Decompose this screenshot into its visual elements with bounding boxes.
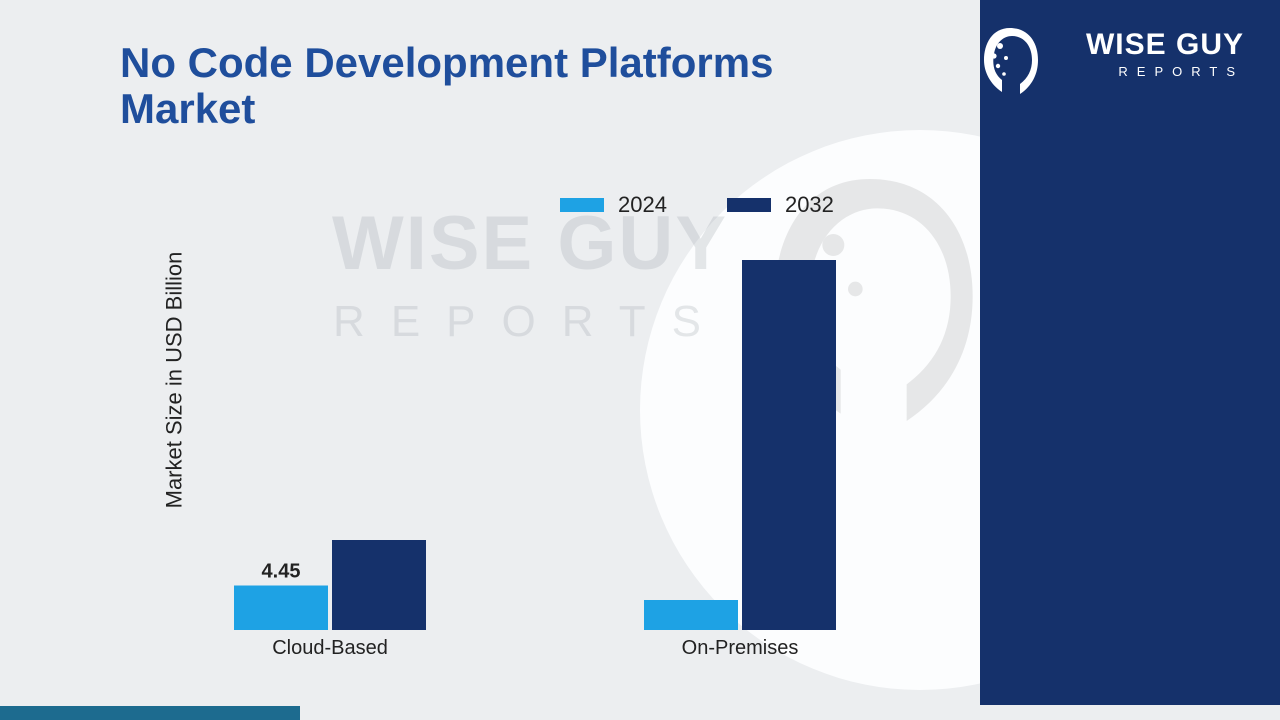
brand-line1: WISE GUY	[1086, 28, 1244, 61]
legend-swatch-2024	[560, 198, 604, 212]
right-panel	[980, 0, 1280, 705]
bar-chart: Cloud-Based On-Premises 4.45	[100, 220, 1000, 660]
bottom-bar	[0, 706, 300, 720]
brand-logo-text: WISE GUY REPORTS	[1086, 28, 1244, 79]
bar-On-Premises-2032	[742, 260, 836, 630]
category-label-1: On-Premises	[682, 637, 799, 659]
legend-item-2024: 2024	[560, 192, 667, 218]
category-label-0: Cloud-Based	[272, 637, 388, 659]
bar-Cloud-Based-2032	[332, 540, 426, 630]
bar-On-Premises-2024	[644, 600, 738, 630]
chart-title: No Code Development Platforms Market	[120, 40, 840, 132]
bar-Cloud-Based-2024	[234, 586, 328, 631]
legend-label-2024: 2024	[618, 192, 667, 218]
brand-line2: REPORTS	[1086, 64, 1244, 79]
value-label-0-0: 4.45	[262, 561, 301, 583]
brand-head-icon	[980, 26, 1040, 96]
